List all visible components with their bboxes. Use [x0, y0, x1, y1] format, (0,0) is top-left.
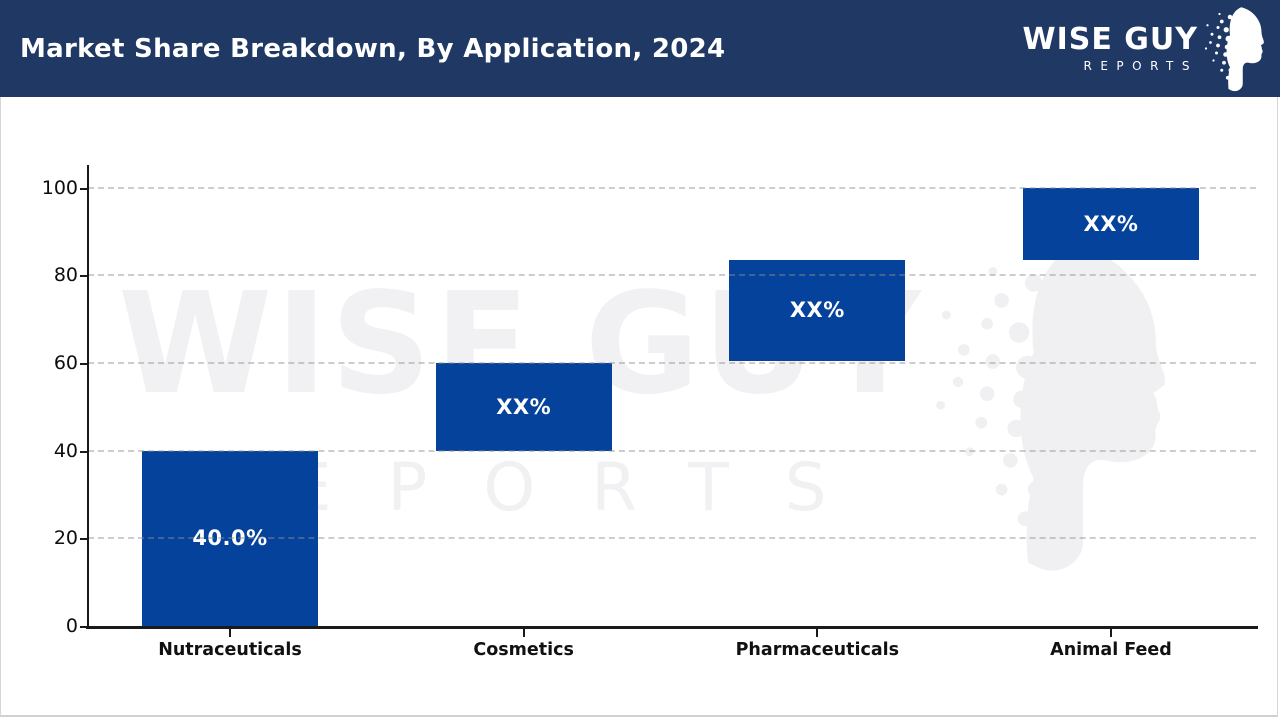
logo-text: WISE GUY REPORTS	[1022, 22, 1198, 74]
gridline-80	[88, 274, 1256, 277]
chart-title: Market Share Breakdown, By Application, …	[20, 33, 726, 64]
x-axis-label-animal-feed: Animal Feed	[1050, 640, 1172, 660]
bar-pharmaceuticals: XX%	[729, 259, 906, 361]
y-tick-label-80: 80	[53, 264, 78, 287]
bar-value-label: 40.0%	[192, 526, 268, 551]
bar-animal-feed: XX%	[1023, 187, 1199, 260]
x-axis-label-cosmetics: Cosmetics	[473, 640, 574, 660]
y-tick-100	[80, 187, 87, 190]
bar-value-label: XX%	[496, 394, 552, 419]
x-axis-line	[86, 626, 1258, 629]
x-tick-3	[816, 629, 819, 637]
x-tick-2	[522, 629, 525, 637]
chart-area: WISE GUY REPORTS 40.0% XX% XX% XX% 0 20 40 60 80…	[0, 97, 1280, 720]
x-tick-4	[1110, 629, 1112, 637]
wise-guy-logo: WISE GUY REPORTS	[1022, 3, 1270, 95]
gridline-100	[88, 186, 1256, 189]
y-tick-label-40: 40	[53, 439, 78, 462]
y-tick-label-60: 60	[53, 351, 78, 374]
bar-value-label: XX%	[789, 298, 845, 323]
bar-cosmetics: XX%	[435, 362, 612, 451]
bar-value-label: XX%	[1083, 211, 1139, 236]
header: Market Share Breakdown, By Application, …	[0, 0, 1280, 97]
y-tick-20	[80, 538, 87, 541]
gridline-40	[88, 449, 1256, 452]
x-tick-1	[229, 629, 231, 637]
bar-nutraceuticals: 40.0%	[142, 450, 318, 626]
x-axis-label-nutraceuticals: Nutraceuticals	[158, 640, 302, 660]
y-tick-80	[80, 275, 87, 278]
y-tick-label-100: 100	[41, 176, 78, 199]
y-tick-60	[80, 362, 87, 365]
y-tick-40	[80, 450, 87, 453]
logo-subtitle: REPORTS	[1083, 59, 1198, 73]
plot: 40.0% XX% XX% XX% 0 20 40 60 80 100 Nutraceuticals…	[0, 97, 1280, 720]
y-tick-label-0: 0	[65, 615, 78, 637]
y-tick-0	[80, 626, 87, 628]
x-axis-label-pharmaceuticals: Pharmaceuticals	[735, 640, 900, 660]
watermark-face-icon	[862, 209, 1182, 613]
y-axis-line	[87, 165, 89, 629]
gridline-20	[88, 537, 1256, 540]
gridline-60	[88, 361, 1256, 364]
y-tick-label-20: 20	[53, 527, 78, 550]
logo-wordmark: WISE GUY	[1022, 22, 1198, 57]
